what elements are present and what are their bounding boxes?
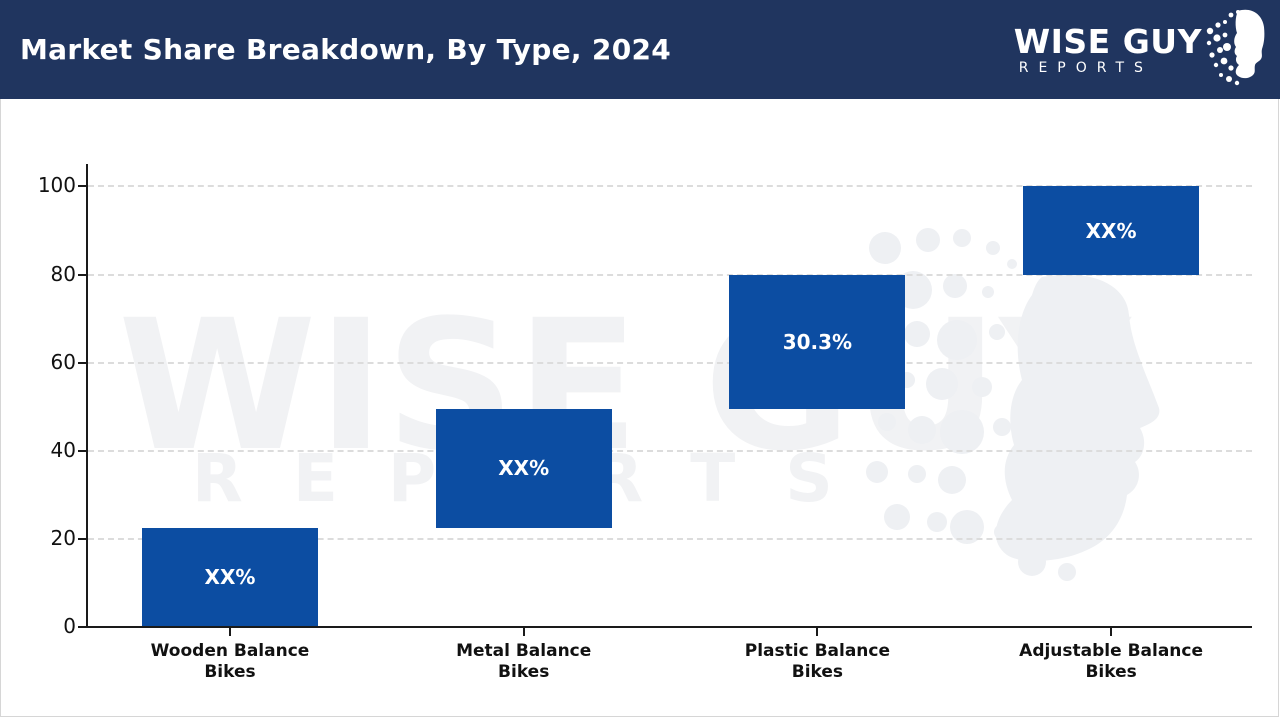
y-tick-mark <box>78 626 86 628</box>
bar: 30.3% <box>729 275 906 409</box>
chart-title: Market Share Breakdown, By Type, 2024 <box>20 33 672 66</box>
bar-value-label: XX% <box>1085 218 1137 243</box>
bar-value-label: XX% <box>498 456 550 481</box>
gridline <box>88 361 1252 364</box>
wiseguy-logo: WISE GUY REPORTS <box>1014 5 1268 95</box>
logo-wordmark-line1: WISE GUY <box>1013 22 1202 61</box>
x-axis-label: Plastic Balance Bikes <box>744 641 891 682</box>
x-axis-label: Wooden Balance Bikes <box>150 641 310 682</box>
x-axis-label: Adjustable Balance Bikes <box>1019 641 1204 682</box>
y-tick-label: 40 <box>50 437 76 462</box>
y-axis-line <box>86 164 88 628</box>
x-axis-label: Metal Balance Bikes <box>456 641 592 682</box>
bar-value-label: 30.3% <box>782 330 853 355</box>
bar: XX% <box>1023 186 1200 276</box>
gridline <box>88 449 1252 452</box>
y-tick-label: 60 <box>50 349 76 374</box>
y-tick-label: 100 <box>37 173 76 198</box>
y-tick-mark <box>78 185 86 188</box>
bar: XX% <box>142 527 318 627</box>
y-tick-label: 80 <box>50 261 76 286</box>
watermark-wordmark: WISE GUY <box>118 282 1132 491</box>
x-tick-mark <box>1110 628 1113 636</box>
x-tick-mark <box>816 628 819 636</box>
gridline <box>88 537 1252 540</box>
gridline <box>88 185 1252 188</box>
logo-wordmark-line2: REPORTS <box>1018 60 1153 76</box>
bar-value-label: XX% <box>204 565 256 590</box>
y-tick-mark <box>78 449 86 452</box>
x-axis-line <box>86 626 1252 628</box>
y-tick-mark <box>78 273 86 276</box>
wiseguy-face-icon <box>1204 5 1268 95</box>
x-tick-mark <box>229 628 231 636</box>
y-tick-label: 0 <box>63 614 76 638</box>
bar: XX% <box>435 408 612 528</box>
header-bar: Market Share Breakdown, By Type, 2024 WI… <box>0 0 1280 99</box>
y-tick-label: 20 <box>50 525 76 550</box>
logo-wordmark: WISE GUY REPORTS <box>1013 22 1202 77</box>
y-tick-mark <box>78 537 86 540</box>
chart-frame-border <box>0 99 1279 717</box>
y-tick-mark <box>78 361 86 364</box>
watermark-face-icon <box>855 220 1185 594</box>
x-tick-mark <box>522 628 525 636</box>
gridline <box>88 273 1252 276</box>
